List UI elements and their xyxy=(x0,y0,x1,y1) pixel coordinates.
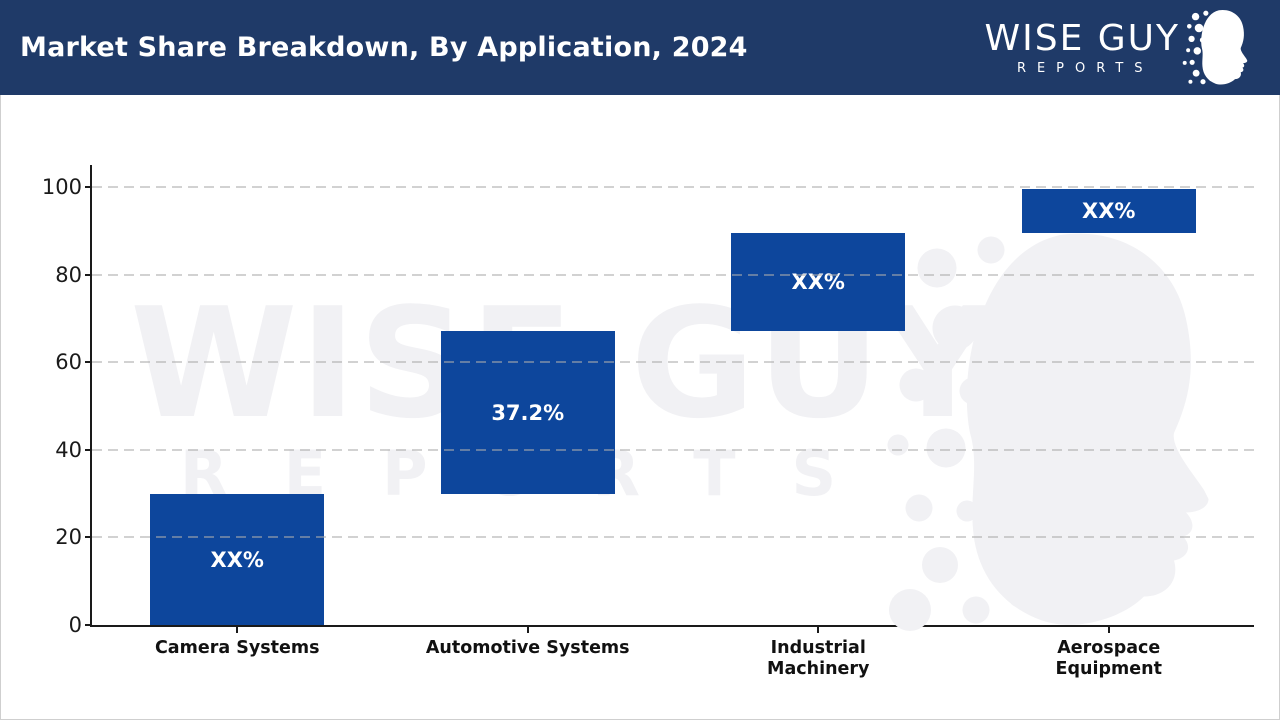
y-tick-mark-20 xyxy=(85,536,92,539)
category-label-automotive-systems: Automotive Systems xyxy=(425,638,630,658)
x-tick-mark-aerospace-equipment xyxy=(1107,625,1110,633)
logo-subtitle: REPORTS xyxy=(1016,60,1154,76)
bar-industrial-machinery: XX% xyxy=(731,233,906,332)
x-tick-mark-industrial-machinery xyxy=(817,625,820,633)
y-tick-label-60: 60 xyxy=(55,350,82,375)
x-tick-mark-camera-systems xyxy=(236,625,239,633)
y-tick-mark-100 xyxy=(85,185,92,188)
page-title: Market Share Breakdown, By Application, … xyxy=(20,32,748,63)
category-label-camera-systems: Camera Systems xyxy=(154,638,320,658)
bar-value-label: XX% xyxy=(1082,198,1136,223)
y-tick-mark-60 xyxy=(85,361,92,364)
gridline-y100 xyxy=(92,185,1254,188)
bar-camera-systems: XX% xyxy=(150,494,325,625)
watermark-head-icon xyxy=(887,233,1209,631)
y-tick-mark-0 xyxy=(85,624,92,626)
bar-value-label: 37.2% xyxy=(491,400,565,425)
y-tick-label-100: 100 xyxy=(41,174,82,199)
header-bar: Market Share Breakdown, By Application, … xyxy=(0,0,1280,95)
y-tick-label-40: 40 xyxy=(55,437,82,462)
bar-aerospace-equipment: XX% xyxy=(1021,188,1196,234)
y-tick-mark-40 xyxy=(85,448,92,451)
gridline-y60 xyxy=(92,361,1254,364)
y-tick-label-80: 80 xyxy=(55,262,82,287)
logo-head-icon xyxy=(1182,9,1248,85)
y-tick-label-0: 0 xyxy=(68,613,82,637)
y-tick-mark-80 xyxy=(85,273,92,276)
logo-wordmark: WISE GUY xyxy=(984,17,1180,59)
category-label-aerospace-equipment: Aerospace Equipment xyxy=(1055,638,1162,680)
gridline-y20 xyxy=(92,536,1254,539)
x-tick-mark-automotive-systems xyxy=(526,625,529,633)
y-tick-label-20: 20 xyxy=(55,525,82,550)
category-label-industrial-machinery: Industrial Machinery xyxy=(767,638,870,680)
gridline-y80 xyxy=(92,273,1254,276)
bar-value-label: XX% xyxy=(210,547,264,572)
wise-guy-logo: WISE GUY REPORTS xyxy=(985,8,1263,88)
gridline-y40 xyxy=(92,448,1254,451)
bar-automotive-systems: 37.2% xyxy=(440,331,615,495)
logo-text: WISE GUY REPORTS xyxy=(984,17,1181,76)
